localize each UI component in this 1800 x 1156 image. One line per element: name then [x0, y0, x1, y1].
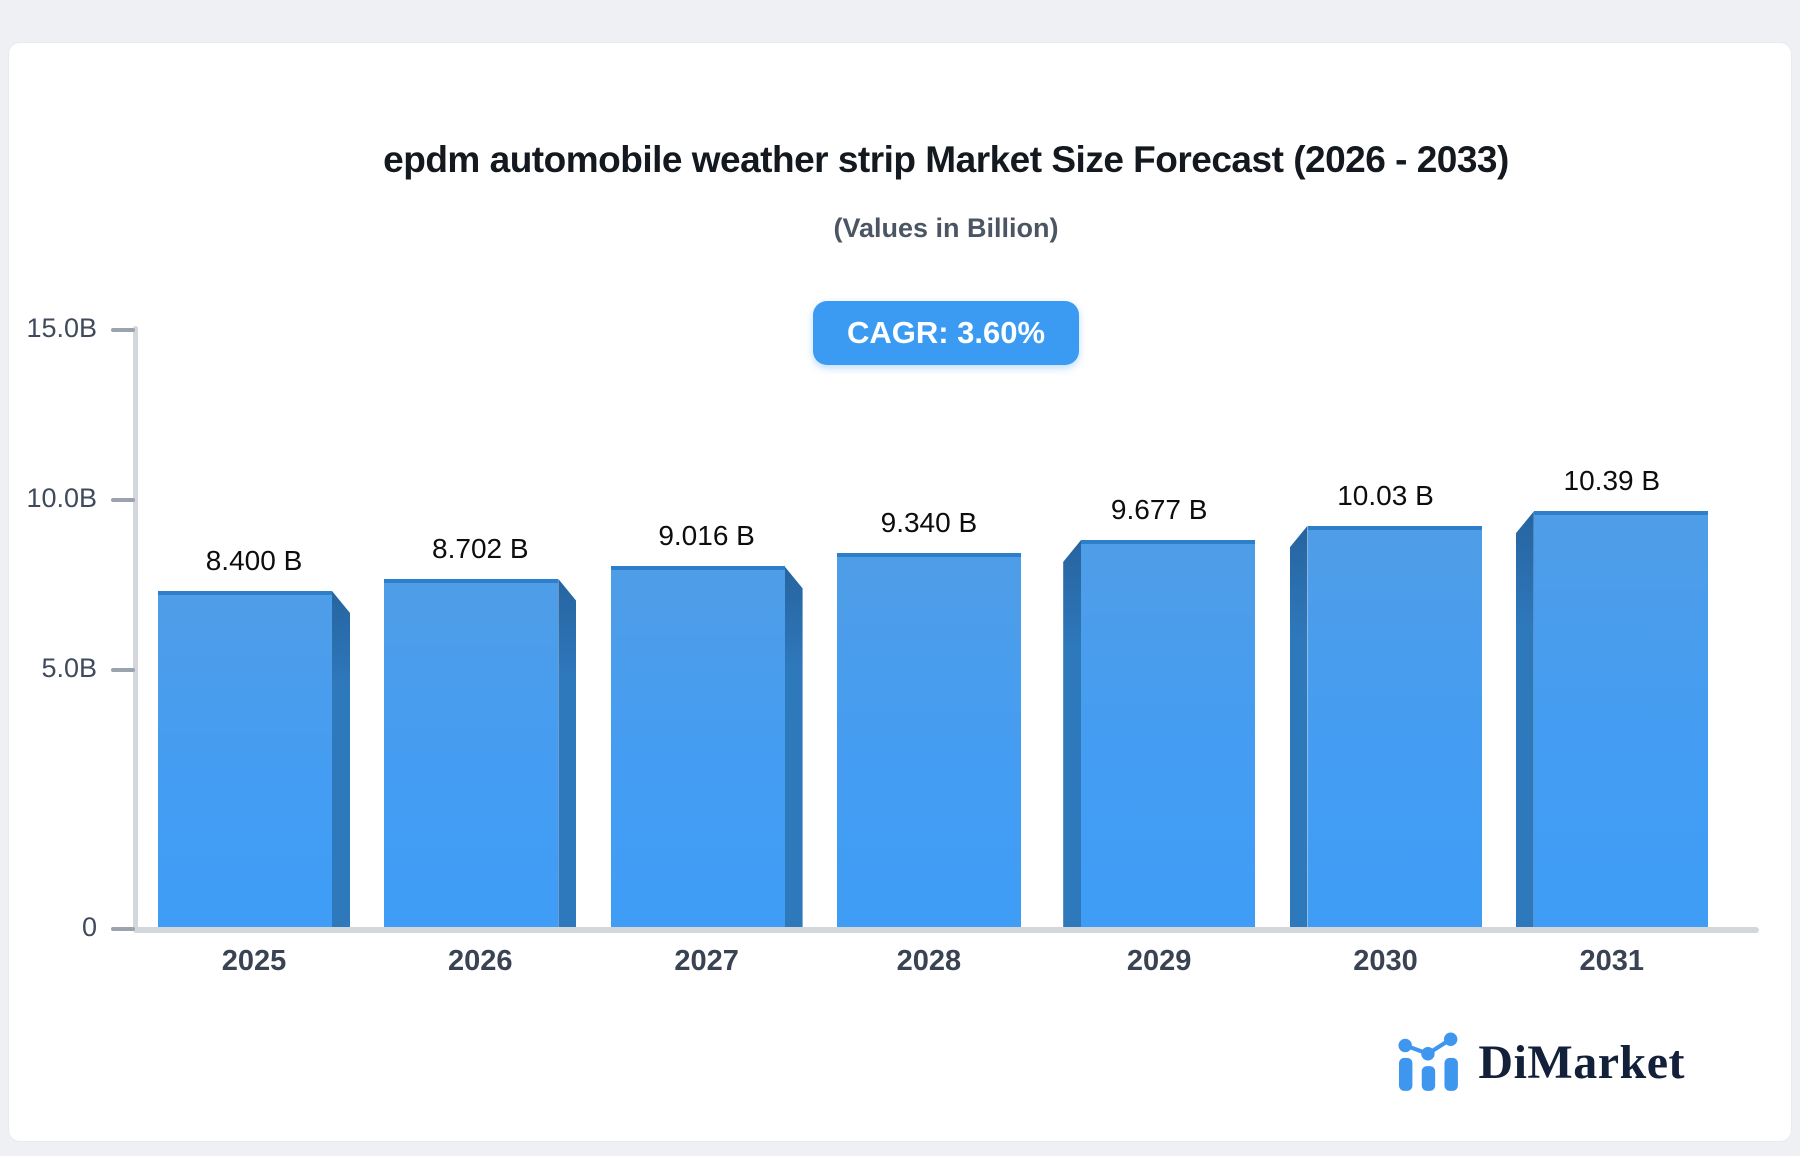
- bar-2026: [384, 578, 577, 927]
- y-tick-dash: [111, 498, 135, 502]
- x-axis-line: [133, 927, 1759, 933]
- bar-value-label: 9.016 B: [658, 520, 755, 552]
- bar-face: [1081, 539, 1256, 927]
- cagr-badge-row: CAGR: 3.60%: [133, 301, 1759, 365]
- bar-2027: [610, 566, 803, 927]
- bar-value-label: 10.39 B: [1563, 465, 1661, 497]
- y-tick-dash: [111, 328, 135, 332]
- bar-2031: [1515, 511, 1708, 927]
- x-category-label: 2027: [674, 945, 739, 977]
- y-tick-label: 15.0B: [26, 313, 97, 343]
- bar-2028: [836, 553, 1021, 927]
- brand-logo: DiMarket: [1396, 1031, 1685, 1093]
- bar-face: [158, 591, 332, 927]
- bar-side-panel: [1515, 511, 1534, 927]
- bar-side-panel: [1063, 539, 1082, 927]
- chart-subtitle: (Values in Billion): [833, 213, 1059, 243]
- x-category-label: 2025: [221, 945, 287, 977]
- bar-value-label: 9.677 B: [1110, 493, 1208, 525]
- y-tick-dash: [111, 927, 135, 931]
- bar-value-label: 10.03 B: [1337, 479, 1434, 511]
- bar-face: [836, 553, 1021, 927]
- bar-face: [1307, 525, 1482, 927]
- bar-face: [384, 578, 559, 927]
- bar-face: [1533, 511, 1708, 927]
- bar-side-panel: [558, 578, 577, 927]
- bar-side-panel: [1289, 525, 1308, 927]
- y-tick-dash: [111, 668, 135, 672]
- bar-face: [610, 566, 785, 927]
- bar-2025: [158, 591, 350, 927]
- bar-value-label: 9.340 B: [880, 507, 978, 539]
- cagr-badge: CAGR: 3.60%: [812, 301, 1080, 365]
- bar-value-label: 8.702 B: [432, 532, 529, 564]
- y-tick-label: 5.0B: [41, 653, 97, 683]
- brand-logo-text: DiMarket: [1478, 1035, 1685, 1089]
- bar-2030: [1289, 525, 1482, 927]
- y-axis-line: [133, 326, 138, 932]
- bar-2029: [1063, 539, 1256, 927]
- bar-value-label: 8.400 B: [205, 545, 303, 576]
- x-category-label: 2026: [448, 945, 513, 977]
- y-tick-label: 0: [81, 912, 97, 942]
- chart-title: epdm automobile weather strip Market Siz…: [383, 139, 1509, 180]
- chart-card: epdm automobile weather strip Market Siz…: [8, 42, 1792, 1142]
- bar-side-panel: [332, 591, 350, 927]
- x-category-label: 2030: [1353, 945, 1418, 977]
- bar-chart-icon: [1398, 1032, 1459, 1091]
- x-category-label: 2029: [1126, 945, 1192, 977]
- x-category-label: 2031: [1579, 945, 1645, 977]
- y-tick-label: 10.0B: [26, 483, 97, 513]
- x-category-label: 2028: [896, 945, 962, 977]
- bar-side-panel: [784, 566, 803, 927]
